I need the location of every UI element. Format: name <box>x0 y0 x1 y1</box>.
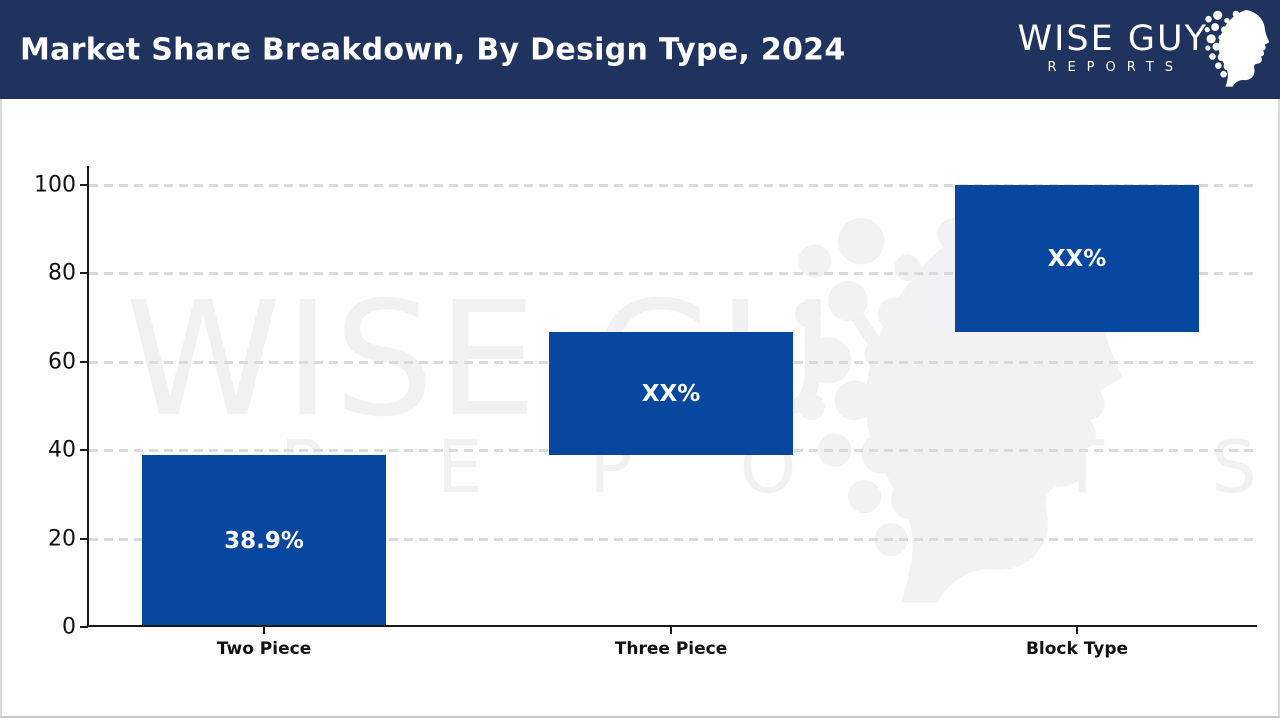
header-band: Market Share Breakdown, By Design Type, … <box>0 0 1280 99</box>
x-category-label-1: Two Piece <box>216 639 312 659</box>
x-category-label-2: Three Piece <box>614 639 728 659</box>
x-tick-3 <box>1076 627 1078 634</box>
bar-segment-3: XX% <box>955 185 1199 333</box>
y-tick-label-20: 20 <box>48 526 76 552</box>
frame-edge-bottom <box>0 716 1280 718</box>
y-tick-40 <box>80 449 88 452</box>
y-tick-20 <box>80 537 88 540</box>
x-tick-1 <box>263 627 265 634</box>
y-tick-label-40: 40 <box>48 437 76 463</box>
y-tick-80 <box>80 272 88 275</box>
bar-segment-1: 38.9% <box>142 455 386 627</box>
gridline-y-100 <box>89 184 1256 187</box>
brand-logo-text: WISE GUY REPORTS <box>1017 21 1208 75</box>
bar-value-label: XX% <box>641 380 701 407</box>
y-axis-line <box>87 166 89 627</box>
bar-value-label: XX% <box>1047 245 1107 272</box>
y-tick-label-60: 60 <box>48 349 76 375</box>
brand-logo: WISE GUY REPORTS <box>1017 7 1274 89</box>
gridline-y-80 <box>89 272 1256 276</box>
dotted-face-icon <box>1204 10 1270 87</box>
y-tick-label-80: 80 <box>48 260 76 286</box>
bar-value-label: 38.9% <box>224 528 304 555</box>
brand-name: WISE GUY <box>1017 19 1208 60</box>
frame-edge-left <box>0 99 2 717</box>
y-tick-label-0: 0 <box>62 614 76 640</box>
frame-edge-right <box>1278 99 1280 717</box>
x-category-label-3: Block Type <box>1025 639 1129 659</box>
x-axis-line <box>87 625 1257 627</box>
bar-segment-2: XX% <box>549 332 793 456</box>
y-tick-60 <box>80 360 88 363</box>
y-tick-label-100: 100 <box>34 172 76 198</box>
brand-subtitle: REPORTS <box>1047 59 1185 75</box>
y-tick-0 <box>80 626 88 628</box>
x-tick-2 <box>670 627 672 634</box>
page-title: Market Share Breakdown, By Design Type, … <box>20 32 846 67</box>
gridline-y-20 <box>89 537 1256 541</box>
y-tick-100 <box>80 184 88 186</box>
